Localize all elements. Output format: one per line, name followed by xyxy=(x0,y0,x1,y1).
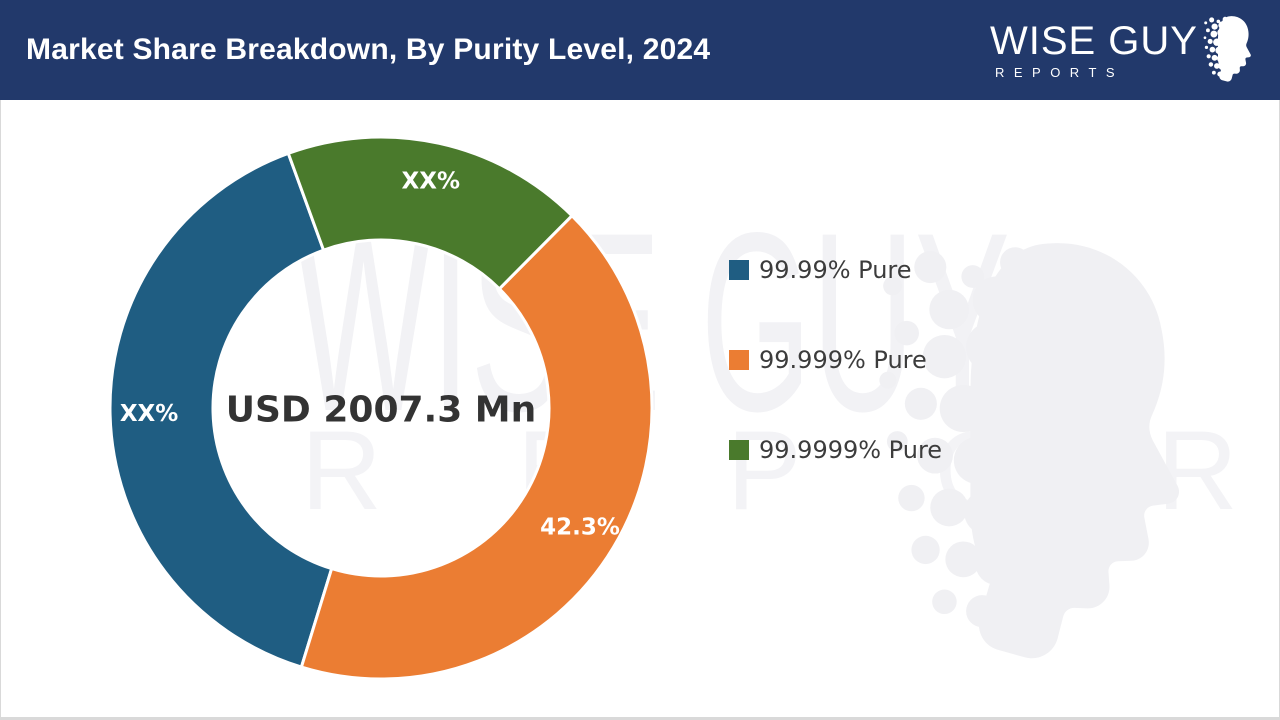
face-profile-icon xyxy=(1203,16,1251,82)
donut-chart: XX% 42.3% XX% USD 2007.3 Mn xyxy=(108,135,654,681)
legend-swatch xyxy=(729,440,749,460)
pie-slice xyxy=(286,135,575,291)
chart-legend: 99.99% Pure 99.999% Pure 99.9999% Pure xyxy=(729,255,942,525)
pie-slice xyxy=(108,151,334,669)
slice-label: XX% xyxy=(120,401,179,427)
legend-label: 99.9999% Pure xyxy=(759,436,943,464)
legend-item: 99.9999% Pure xyxy=(729,435,942,465)
legend-swatch xyxy=(729,350,749,370)
chart-canvas: WISE GUY R E P O R T S XX%42.3%XX%USD 20… xyxy=(0,100,1280,720)
chart-title: Market Share Breakdown, By Purity Level,… xyxy=(26,33,711,66)
brand-name: WISE GUY xyxy=(989,18,1198,63)
slice-label: 42.3% xyxy=(540,514,620,540)
center-value: USD 2007.3 Mn xyxy=(226,390,536,431)
legend-label: 99.999% Pure xyxy=(759,346,927,374)
legend-swatch xyxy=(729,260,749,280)
header-bar: Market Share Breakdown, By Purity Level,… xyxy=(0,0,1280,100)
legend-item: 99.99% Pure xyxy=(729,255,942,285)
brand-logo-text: WISE GUY REPORTS xyxy=(990,21,1198,80)
slice-label: XX% xyxy=(402,168,461,194)
brand-subtitle: REPORTS xyxy=(994,64,1125,80)
brand-logo: WISE GUY REPORTS xyxy=(990,8,1254,92)
legend-item: 99.999% Pure xyxy=(729,345,942,375)
legend-label: 99.99% Pure xyxy=(759,256,912,284)
pie-slice xyxy=(299,213,654,681)
